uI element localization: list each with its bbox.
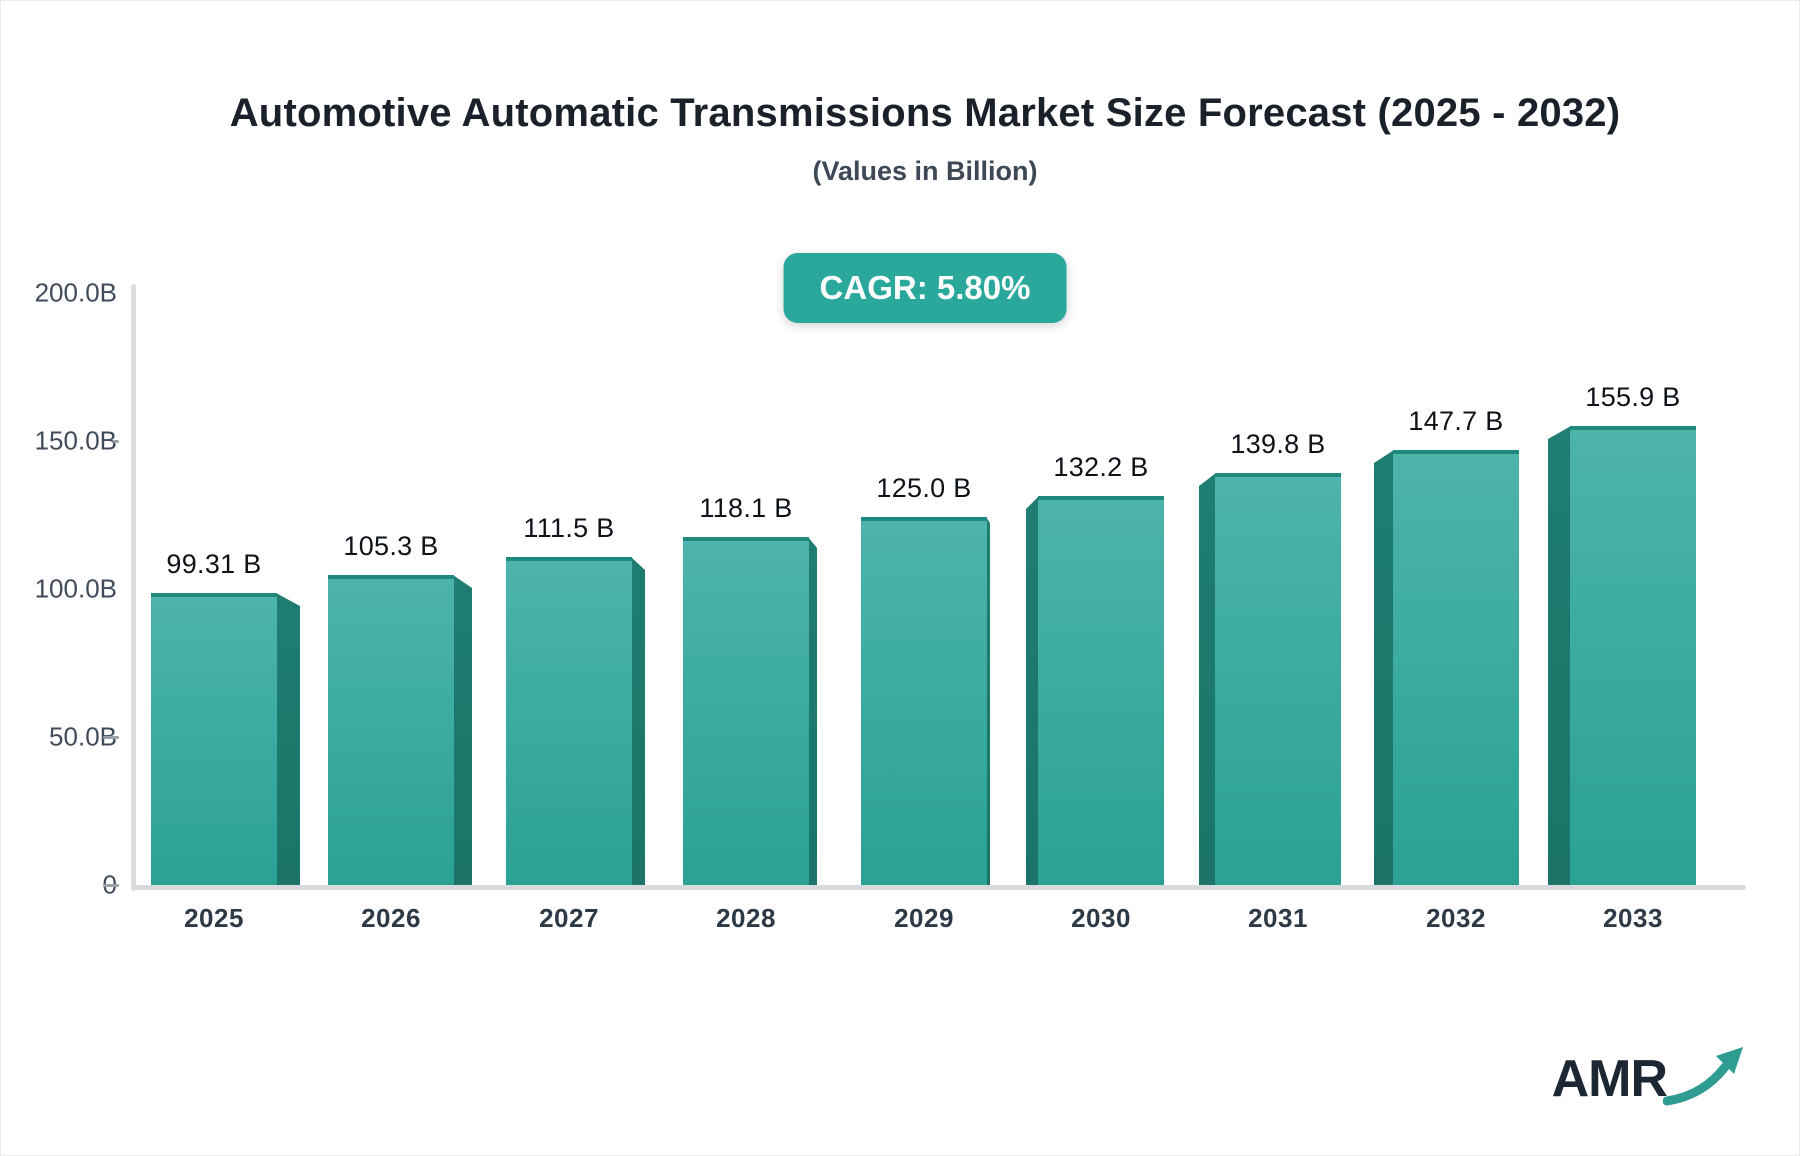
y-axis-tick-label: 50.0B xyxy=(49,721,117,752)
bar-side-face-2029 xyxy=(986,517,990,886)
cagr-badge: CAGR: 5.80% xyxy=(783,253,1067,323)
x-axis-tick-label-2026: 2026 xyxy=(361,903,421,933)
bar-2032[interactable] xyxy=(1393,450,1519,886)
bar-2026[interactable] xyxy=(328,575,454,886)
chart-title: Automotive Automatic Transmissions Marke… xyxy=(229,91,1621,135)
bar-side-face-2032 xyxy=(1374,450,1394,886)
y-axis-line xyxy=(131,284,136,891)
bar-value-label-2032: 147.7 B xyxy=(1408,406,1504,436)
bar-side-face-2031 xyxy=(1199,473,1216,886)
y-axis-tick-label: 100.0B xyxy=(34,573,117,604)
bar-top-edge xyxy=(506,557,632,561)
bar-2027[interactable] xyxy=(506,557,632,886)
bar-2025[interactable] xyxy=(151,593,277,886)
y-axis-tick-mark xyxy=(103,736,119,739)
bar-value-label-2028: 118.1 B xyxy=(699,493,793,523)
y-axis-tick-mark xyxy=(113,440,119,443)
x-axis-tick-label-2032: 2032 xyxy=(1426,903,1486,933)
bar-top-edge xyxy=(861,517,987,521)
bar-2030[interactable] xyxy=(1038,496,1164,886)
bar-side-face-2030 xyxy=(1026,496,1039,886)
y-axis-tick-label: 150.0B xyxy=(34,425,117,456)
x-axis-tick-label-2025: 2025 xyxy=(184,903,244,933)
bar-top-edge xyxy=(1038,496,1164,500)
y-axis-tick-mark xyxy=(103,884,119,887)
x-axis-tick-label-2027: 2027 xyxy=(539,903,599,933)
bar-side-face-2025 xyxy=(276,593,300,886)
chart-header: Automotive Automatic Transmissions Marke… xyxy=(1,1,1799,187)
x-axis-tick-label-2028: 2028 xyxy=(716,903,776,933)
y-axis-tick-label: 0 xyxy=(7,870,117,901)
growth-arrow-icon xyxy=(1663,1047,1743,1106)
bar-value-label-2029: 125.0 B xyxy=(876,473,972,503)
bar-2033[interactable] xyxy=(1570,426,1696,886)
amr-logo-text: AMR xyxy=(1551,1050,1668,1108)
bar-top-edge xyxy=(1215,473,1341,477)
bar-top-edge xyxy=(683,537,809,541)
bar-value-label-2026: 105.3 B xyxy=(343,531,439,561)
bar-side-face-2033 xyxy=(1548,426,1571,886)
bar-value-label-2027: 111.5 B xyxy=(523,513,615,543)
bar-top-edge xyxy=(1570,426,1696,430)
x-axis-tick-label-2031: 2031 xyxy=(1248,903,1308,933)
chart-subtitle: (Values in Billion) xyxy=(812,156,1038,186)
bar-value-label-2025: 99.31 B xyxy=(166,549,262,579)
bar-2028[interactable] xyxy=(683,537,809,886)
x-axis-tick-label-2030: 2030 xyxy=(1071,903,1131,933)
bar-side-face-2026 xyxy=(453,575,472,886)
bar-2029[interactable] xyxy=(861,517,987,886)
bar-side-face-2027 xyxy=(631,557,645,886)
x-axis-tick-label-2029: 2029 xyxy=(894,903,954,933)
bar-top-edge xyxy=(151,593,277,597)
bar-top-edge xyxy=(1393,450,1519,454)
bar-value-label-2033: 155.9 B xyxy=(1585,382,1681,412)
bar-top-edge xyxy=(328,575,454,579)
amr-logo: AMR xyxy=(1552,1047,1747,1111)
bar-side-face-2028 xyxy=(808,537,817,886)
x-axis-tick-label-2033: 2033 xyxy=(1603,903,1663,933)
x-axis-line xyxy=(131,885,1746,890)
y-axis-tick-label: 200.0B xyxy=(34,277,117,308)
bar-2031[interactable] xyxy=(1215,473,1341,886)
bar-value-label-2030: 132.2 B xyxy=(1053,452,1149,482)
bar-value-label-2031: 139.8 B xyxy=(1230,429,1326,459)
